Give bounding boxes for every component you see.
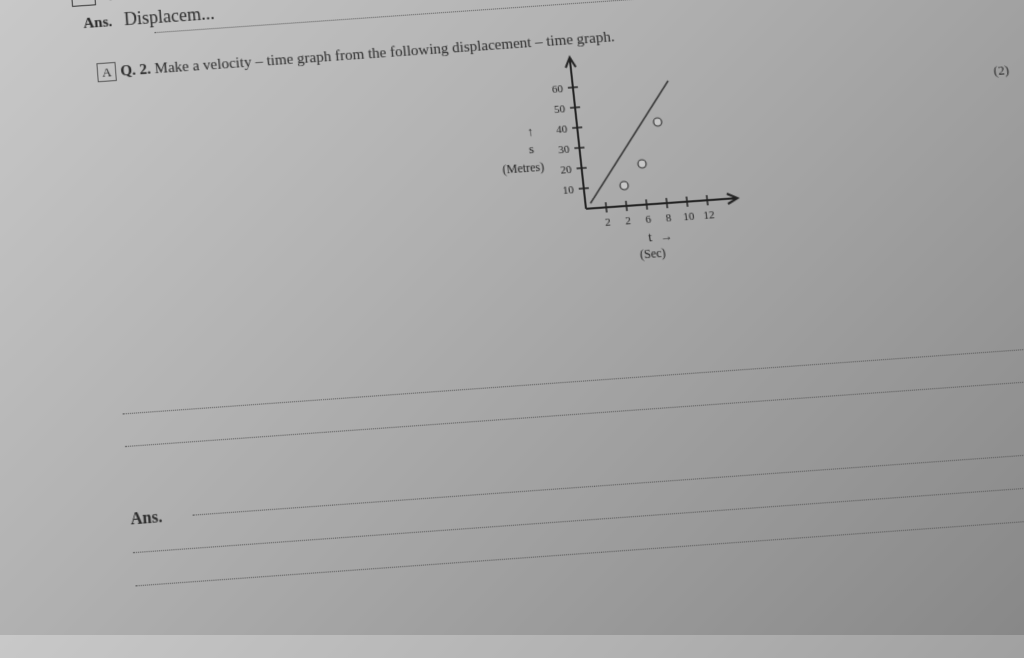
dotted-rule: [133, 484, 1024, 553]
q2-section-box: A: [96, 62, 117, 82]
x-tick-label: 10: [683, 210, 696, 223]
q1-ans-label: Ans.: [83, 14, 113, 33]
x-tick-label: 2: [625, 215, 632, 228]
q2-ans-label: Ans.: [130, 508, 163, 529]
chart-marker: [653, 118, 662, 127]
answer-area: Ans.: [120, 316, 1024, 619]
y-tick-label: 20: [560, 164, 573, 177]
chart-marker: [638, 160, 647, 169]
y-tick-label: 40: [556, 123, 569, 136]
y-tick-label: 60: [551, 83, 564, 96]
q1-handwritten-answer: Displacem...: [123, 3, 215, 29]
y-axis-arrow-label: ↑: [526, 125, 534, 140]
x-axis-unit: (Sec): [639, 245, 666, 261]
q2-marks: (2): [993, 62, 1010, 79]
x-axis: [586, 198, 738, 209]
page-surface: AQ. 1. Giv Ans. Displacem... A Q. 2. Mak…: [30, 0, 1024, 658]
x-axis-variable: t: [647, 229, 653, 245]
dotted-rule: [125, 379, 1024, 447]
y-tick-label: 50: [553, 103, 566, 116]
y-tick-label: 30: [558, 143, 571, 156]
y-tick-label: 10: [562, 184, 575, 197]
dotted-rule: [123, 347, 1024, 415]
x-tick-label: 2: [604, 216, 611, 229]
q1-number: Q. 1.: [101, 0, 130, 2]
x-tick-label: 12: [703, 209, 716, 222]
x-tick-label: 8: [665, 212, 672, 225]
q1-section-box: A: [71, 0, 97, 7]
displacement-time-chart: 10 20 30 40 50 60 2 2 6 8: [438, 24, 786, 279]
q2-number: Q. 2.: [120, 62, 152, 80]
dotted-rule: [135, 517, 1024, 586]
chart-data-line: [578, 81, 681, 204]
chart-svg: 10 20 30 40 50 60 2 2 6 8: [438, 24, 786, 279]
x-axis-arrow-label: →: [660, 228, 674, 243]
y-axis-unit: (Metres): [502, 160, 545, 177]
x-tick-label: 6: [645, 213, 652, 226]
dotted-rule: [193, 451, 1024, 515]
y-axis-variable: s: [528, 141, 535, 157]
chart-marker: [620, 181, 629, 190]
